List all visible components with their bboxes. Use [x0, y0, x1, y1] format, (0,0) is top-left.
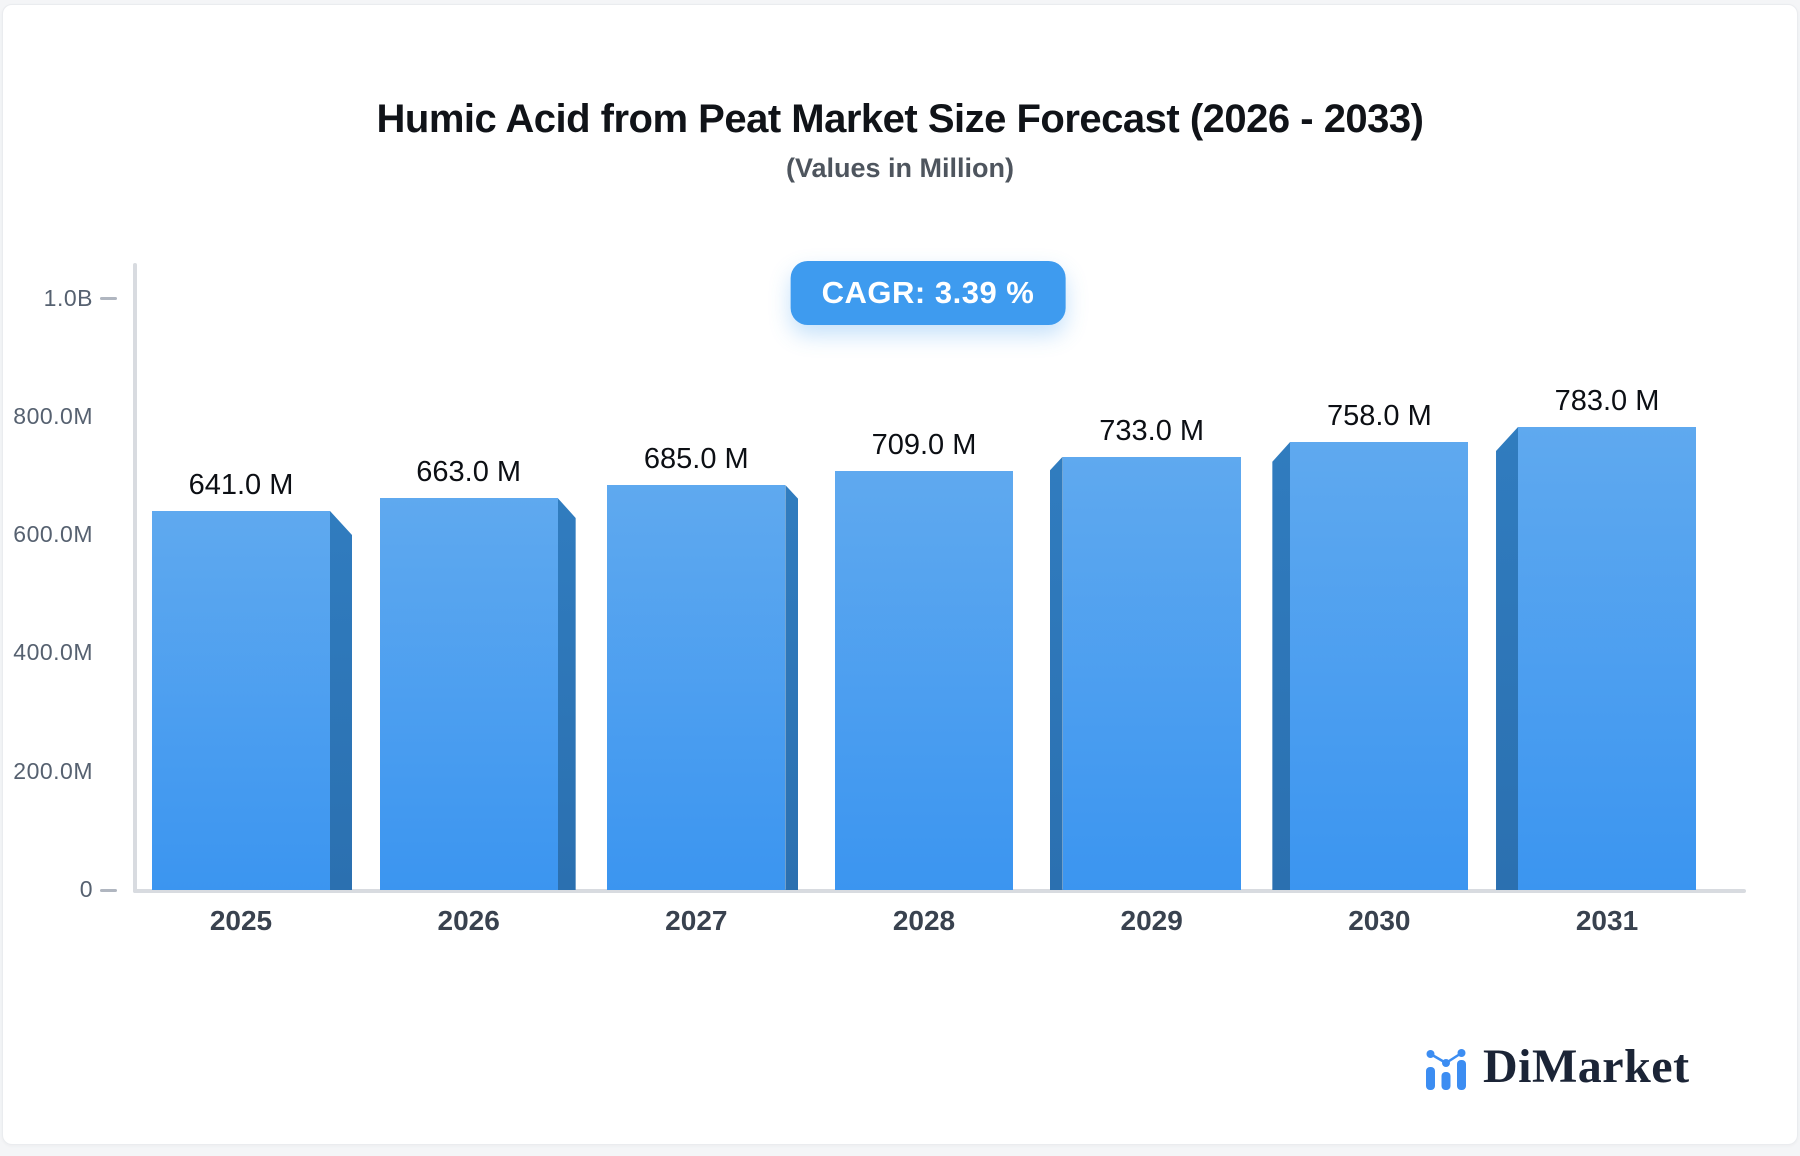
- chart-card: Humic Acid from Peat Market Size Forecas…: [2, 4, 1798, 1145]
- bar-2028: [835, 470, 1013, 890]
- chart-title: Humic Acid from Peat Market Size Forecas…: [376, 97, 1425, 141]
- bar-2031: [1518, 427, 1697, 890]
- dimarket-logo: DiMarket: [1424, 1043, 1690, 1091]
- bar-2030: [1290, 441, 1469, 890]
- y-axis-label: 0: [79, 876, 93, 902]
- x-axis-baseline: [133, 889, 1746, 893]
- cagr-badge: CAGR: 3.39 %: [790, 261, 1066, 325]
- y-axis-tick: [100, 297, 117, 301]
- bar-2027: [607, 484, 786, 890]
- x-axis-label: 2029: [1120, 905, 1183, 936]
- bar-value-label: 783.0 M: [1554, 385, 1660, 417]
- y-axis-label: 200.0M: [13, 757, 93, 784]
- x-axis-label: 2031: [1575, 905, 1639, 936]
- bar-chart-plot-area: 0 200.0M 400.0M 600.0M 800.0M 1.0B 641.0 M 2025…: [3, 5, 1797, 1144]
- bar-3d-side-2031: [1496, 427, 1519, 890]
- chart-subtitle: (Values in Million): [785, 153, 1015, 183]
- bar-3d-side-2027: [785, 484, 799, 890]
- bar-3d-side-2030: [1272, 441, 1291, 890]
- x-axis-label: 2030: [1348, 905, 1411, 936]
- y-axis-label: 1.0B: [43, 284, 93, 311]
- x-axis-label: 2027: [665, 905, 728, 936]
- logo-text: DiMarket: [1483, 1040, 1690, 1093]
- bar-value-label: 709.0 M: [871, 428, 977, 461]
- x-axis-label: 2026: [437, 905, 500, 936]
- bar-chart-trend-icon: [1426, 1049, 1466, 1090]
- y-axis-label: 600.0M: [13, 521, 93, 548]
- bar-value-label: 758.0 M: [1326, 399, 1432, 432]
- bar-value-label: 663.0 M: [416, 455, 522, 488]
- y-axis-label: 400.0M: [13, 639, 93, 666]
- bar-value-label: 641.0 M: [188, 468, 294, 501]
- bar-3d-side-2029: [1049, 456, 1063, 890]
- y-axis-tick: [100, 888, 117, 892]
- x-axis-label: 2028: [892, 905, 956, 936]
- y-axis-line: [133, 263, 137, 893]
- x-axis-label: 2025: [209, 905, 273, 936]
- bar-2026: [379, 497, 558, 890]
- bar-3d-side-2026: [557, 497, 576, 890]
- bar-value-label: 685.0 M: [643, 442, 749, 475]
- bar-3d-side-2025: [330, 510, 352, 890]
- y-axis-label: 800.0M: [13, 402, 93, 429]
- bar-2025: [152, 510, 330, 890]
- bar-value-label: 733.0 M: [1099, 414, 1205, 447]
- bar-2029: [1062, 456, 1241, 890]
